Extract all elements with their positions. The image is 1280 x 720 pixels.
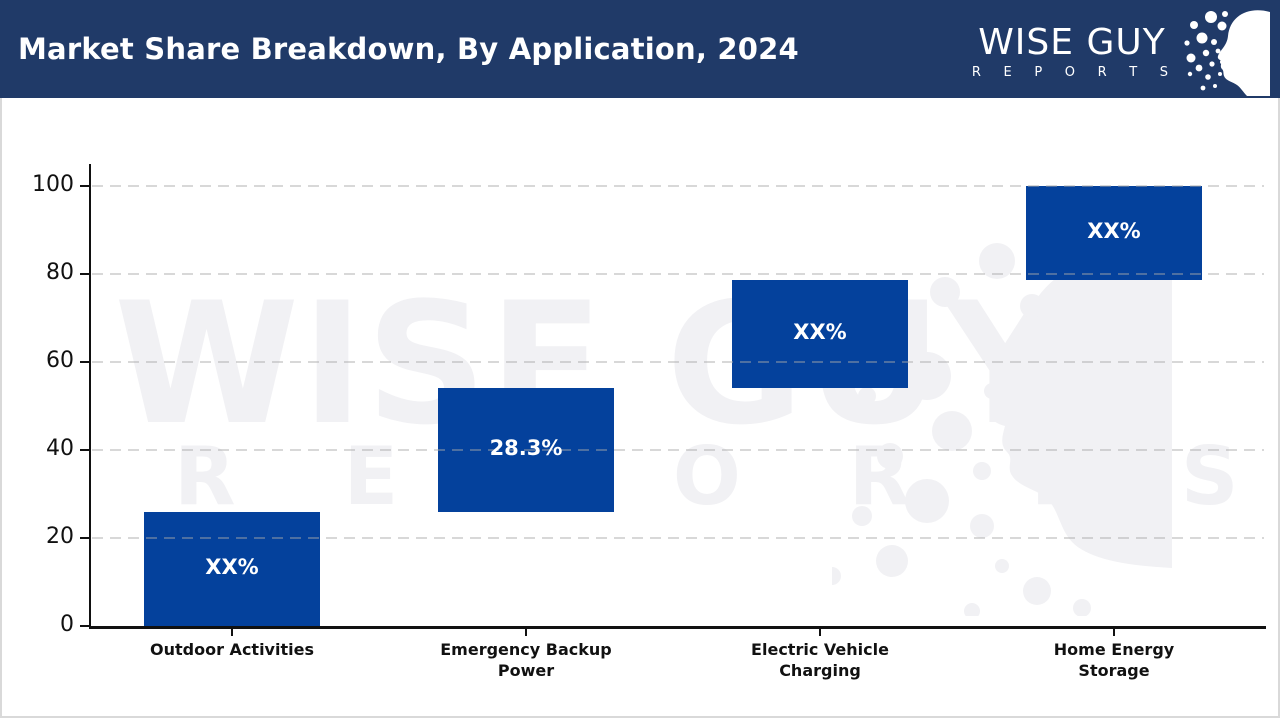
gridline-60 [92, 361, 1264, 363]
y-tick-80 [80, 273, 89, 275]
bar-value-label-4: XX% [1087, 219, 1141, 244]
y-tick-0 [80, 625, 89, 627]
x-tick-3 [819, 629, 821, 636]
x-tick-2 [525, 629, 527, 636]
bar-value-label-1: XX% [205, 555, 259, 580]
y-tick-60 [80, 361, 89, 363]
wiseguy-face-icon [1184, 10, 1270, 96]
x-tick-1 [231, 629, 233, 636]
y-tick-40 [80, 449, 89, 451]
y-tick-label-20: 20 [46, 524, 74, 549]
y-tick-label-80: 80 [46, 260, 74, 285]
x-tick-4 [1113, 629, 1115, 636]
y-tick-label-100: 100 [32, 172, 74, 197]
header-bar: Market Share Breakdown, By Application, … [0, 0, 1280, 98]
brand-wordmark: WISE GUY R E P O R T S [966, 22, 1178, 80]
category-label-line: Emergency Backup [440, 640, 612, 659]
y-tick-20 [80, 537, 89, 539]
category-label-line: Electric Vehicle [751, 640, 889, 659]
category-label-1: Outdoor Activities [82, 639, 382, 660]
category-label-4: Home Energy Storage [964, 639, 1264, 681]
brand-subtitle: R E P O R T S [971, 65, 1178, 80]
bar-segment-1 [144, 512, 320, 626]
category-label-2: Emergency Backup Power [376, 639, 676, 681]
watermark-face-icon [832, 222, 1172, 616]
y-tick-label-60: 60 [46, 348, 74, 373]
bar-segment-2 [438, 387, 614, 513]
y-tick-100 [80, 185, 89, 187]
gridline-20 [92, 537, 1264, 539]
category-label-line: Charging [779, 661, 861, 680]
gridline-40 [92, 449, 1264, 451]
chart-area: WISE GUY R E P O R T S 0 20 40 60 80 100 XX% Ou… [0, 98, 1280, 718]
category-label-3: Electric Vehicle Charging [670, 639, 970, 681]
brand-logo: WISE GUY R E P O R T S [972, 0, 1270, 98]
gridline-80 [92, 273, 1264, 275]
brand-name: WISE GUY [978, 22, 1166, 63]
y-axis-line [89, 164, 91, 628]
bar-segment-3 [732, 280, 908, 388]
category-label-line: Outdoor Activities [150, 640, 314, 659]
y-tick-label-0: 0 [60, 612, 74, 637]
y-tick-label-40: 40 [46, 436, 74, 461]
gridline-100 [92, 185, 1264, 187]
category-label-line: Home Energy [1053, 640, 1175, 659]
page-title: Market Share Breakdown, By Application, … [18, 32, 799, 66]
bar-value-label-3: XX% [793, 320, 847, 345]
category-label-line: Power [497, 661, 555, 680]
bar-value-label-2: 28.3% [489, 436, 563, 461]
bar-segment-4 [1026, 186, 1202, 281]
x-axis-line [89, 626, 1266, 629]
category-label-line: Storage [1078, 661, 1150, 680]
